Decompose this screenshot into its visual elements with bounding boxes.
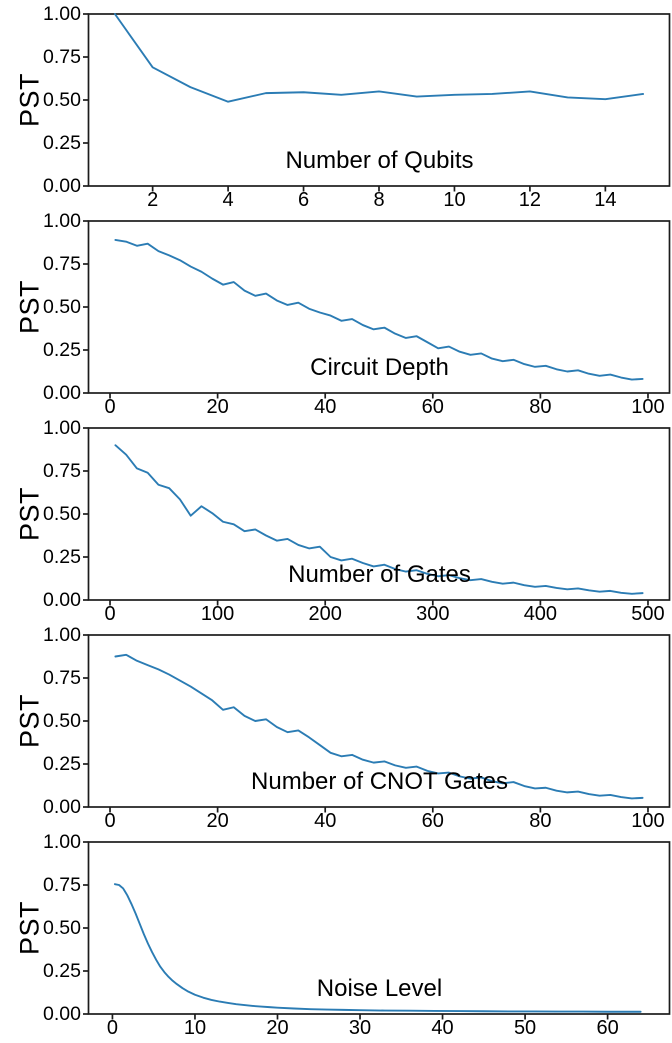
pst-series-line (114, 238, 644, 381)
plot-area (83, 427, 671, 606)
y-tick-label: 0.75 (43, 46, 81, 68)
x-tick-label: 6 (297, 189, 310, 211)
y-tick-label: 0.00 (43, 796, 81, 818)
x-tick-label: 40 (314, 396, 337, 418)
plot-area (83, 841, 671, 1020)
y-tick-label: 0.25 (43, 132, 81, 154)
y-tick-label: 1.00 (43, 417, 81, 439)
x-tick-label: 0 (106, 1017, 118, 1039)
y-tick-label: 0.75 (43, 253, 81, 275)
x-tick-label: 50 (513, 1017, 537, 1039)
x-tick-label: 100 (631, 810, 665, 832)
chart-panel-number-of-cnot-gates: PST Number of CNOT Gates 0.00 0.25 0.50 0.7… (0, 621, 672, 832)
x-tick-label: 20 (266, 1017, 289, 1039)
y-tick-label: 0.00 (43, 1003, 81, 1025)
pst-series-line (114, 653, 644, 800)
x-axis-label: Circuit Depth (310, 354, 449, 381)
x-tick-label: 40 (431, 1017, 454, 1039)
x-tick-label: 20 (206, 396, 229, 418)
y-tick-label: 1.00 (43, 3, 81, 25)
y-tick-label: 0.75 (43, 460, 81, 482)
y-tick-label: 0.50 (43, 710, 81, 732)
chart-panel-circuit-depth: PST Circuit Depth 0.00 0.25 0.50 0.75 1.00 0 2… (0, 207, 672, 418)
plot-area (83, 634, 671, 813)
plot-area (83, 13, 671, 192)
x-axis-label: Number of CNOT Gates (251, 768, 508, 795)
y-tick-label: 0.75 (43, 667, 81, 689)
x-tick-label: 30 (348, 1017, 372, 1039)
y-tick-label: 1.00 (43, 210, 81, 232)
x-tick-label: 500 (631, 603, 665, 625)
y-tick-label: 0.75 (43, 874, 81, 896)
y-tick-label: 0.25 (43, 546, 81, 568)
x-tick-label: 12 (518, 189, 542, 211)
chart-panel-noise-level: PST Noise Level 0.00 0.25 0.50 0.75 1.00 0 10 2… (0, 828, 672, 1039)
pst-series-line (113, 883, 642, 1013)
y-tick-label: 0.00 (43, 175, 81, 197)
y-tick-label: 0.00 (43, 589, 81, 611)
x-tick-label: 10 (443, 189, 466, 211)
x-tick-label: 200 (308, 603, 342, 625)
x-tick-label: 60 (596, 1017, 619, 1039)
y-tick-label: 0.25 (43, 339, 81, 361)
pst-series-line (114, 444, 644, 595)
y-tick-label: 0.50 (43, 89, 81, 111)
x-tick-label: 0 (104, 603, 116, 625)
y-tick-label: 0.25 (43, 753, 81, 775)
y-tick-label: 0.50 (43, 917, 81, 939)
x-tick-label: 0 (104, 810, 116, 832)
chart-panel-number-of-qubits: PST Number of Qubits 0.00 0.25 0.50 0.75 1.0… (0, 0, 672, 211)
pst-series-line (113, 13, 645, 103)
x-tick-label: 8 (373, 189, 385, 211)
x-tick-label: 14 (594, 189, 617, 211)
x-tick-label: 100 (200, 603, 235, 625)
x-tick-label: 300 (416, 603, 450, 625)
y-tick-label: 1.00 (43, 831, 81, 853)
y-tick-label: 0.25 (43, 960, 81, 982)
x-tick-label: 80 (529, 810, 552, 832)
x-axis-label: Number of Qubits (285, 147, 474, 174)
x-tick-label: 2 (147, 189, 159, 211)
y-tick-label: 0.50 (43, 503, 81, 525)
x-tick-label: 0 (104, 396, 116, 418)
x-tick-label: 400 (523, 603, 558, 625)
x-tick-label: 4 (222, 189, 234, 211)
y-tick-label: 0.50 (43, 296, 81, 318)
chart-panel-number-of-gates: PST Number of Gates 0.00 0.25 0.50 0.75 1.00… (0, 414, 672, 625)
x-tick-label: 20 (206, 810, 229, 832)
y-tick-label: 0.00 (43, 382, 81, 404)
x-tick-label: 10 (183, 1017, 207, 1039)
x-tick-label: 60 (421, 396, 444, 418)
x-tick-label: 100 (631, 396, 665, 418)
x-axis-label: Noise Level (316, 975, 443, 1002)
plot-area (83, 220, 671, 399)
x-tick-label: 60 (421, 810, 444, 832)
y-tick-label: 1.00 (43, 624, 81, 646)
x-tick-label: 80 (529, 396, 552, 418)
x-axis-label: Number of Gates (288, 561, 471, 588)
x-tick-label: 40 (314, 810, 337, 832)
